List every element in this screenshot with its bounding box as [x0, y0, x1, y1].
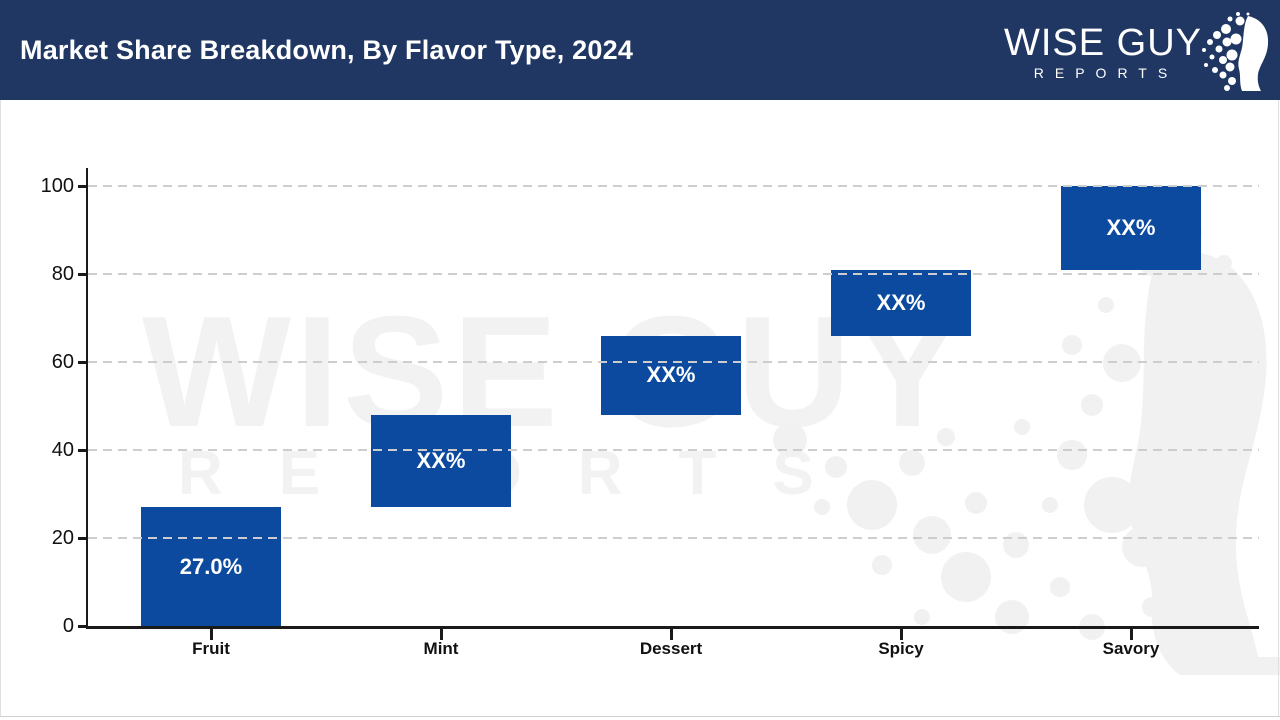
y-tick-label: 80 — [51, 263, 74, 285]
header-bar: Market Share Breakdown, By Flavor Type, … — [0, 0, 1280, 100]
x-category-label: Savory — [1102, 639, 1160, 658]
x-category-label: Dessert — [639, 639, 703, 658]
y-tick-mark — [78, 625, 87, 628]
gridline — [88, 449, 1259, 451]
y-tick-label: 20 — [51, 527, 74, 549]
logo-brand-text: WISE GUY — [1003, 22, 1202, 64]
gridline — [88, 537, 1259, 539]
bar-fruit — [141, 507, 281, 626]
page-title: Market Share Breakdown, By Flavor Type, … — [20, 34, 634, 65]
bar-value-label: 27.0% — [179, 553, 243, 579]
bar-dessert — [601, 335, 741, 415]
y-tick-label: 0 — [62, 615, 74, 637]
logo-reports-text: REPORTS — [1033, 65, 1179, 81]
x-tick-mark — [440, 629, 443, 640]
y-tick-mark — [78, 449, 87, 452]
left-border-line — [0, 100, 1, 716]
x-category-label: Spicy — [878, 639, 924, 658]
bar-mint — [371, 414, 511, 508]
gridline — [88, 185, 1259, 187]
right-border-line — [1278, 100, 1279, 716]
watermark-head-dots-graphic — [773, 223, 1280, 675]
wise-guy-reports-logo: WISE GUY REPORTS — [1004, 10, 1270, 94]
bar-value-label: XX% — [876, 289, 926, 315]
y-tick-mark — [78, 361, 87, 364]
y-tick-label: 60 — [51, 351, 74, 373]
x-tick-mark — [900, 629, 903, 640]
x-category-label: Mint — [423, 639, 459, 658]
x-tick-mark — [670, 629, 673, 640]
logo-head-icon — [1202, 12, 1269, 91]
y-tick-mark — [78, 537, 87, 540]
gridline — [88, 273, 1259, 275]
y-axis-line — [86, 168, 88, 628]
watermark-brand-text: WISE GUY — [142, 284, 965, 460]
x-axis-line — [86, 626, 1259, 629]
y-tick-label: 40 — [51, 439, 74, 461]
x-tick-mark — [1130, 629, 1133, 640]
bar-value-label: XX% — [416, 448, 466, 473]
bar-spicy — [831, 269, 971, 336]
x-tick-mark — [210, 629, 213, 640]
gridline — [88, 361, 1259, 363]
y-tick-mark — [78, 185, 87, 188]
bar-value-label: XX% — [1106, 214, 1156, 240]
x-category-label: Fruit — [192, 639, 230, 658]
y-tick-label: 100 — [40, 175, 74, 197]
bar-savory — [1061, 186, 1201, 270]
y-tick-mark — [78, 273, 87, 276]
bottom-border-line — [0, 716, 1280, 717]
bar-value-label: XX% — [646, 362, 696, 388]
